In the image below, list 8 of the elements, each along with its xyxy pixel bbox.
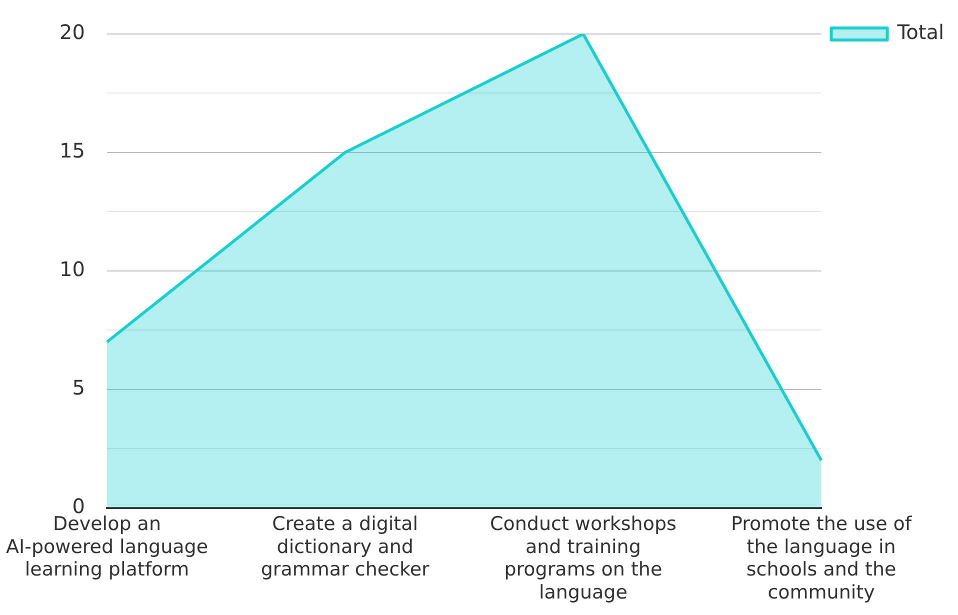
y-tick-label: 20: [60, 20, 86, 44]
x-tick-label: Conduct workshops and training programs on the language: [490, 513, 676, 604]
y-tick-label: 15: [60, 138, 86, 163]
y-tick-label: 10: [60, 257, 86, 282]
x-tick-label: Create a digital dictionary and grammar checker: [260, 513, 430, 581]
legend-label: Total: [896, 20, 944, 44]
y-tick-label: 5: [72, 376, 86, 400]
x-tick-label: Promote the use of the language in schools and the community: [730, 513, 913, 604]
